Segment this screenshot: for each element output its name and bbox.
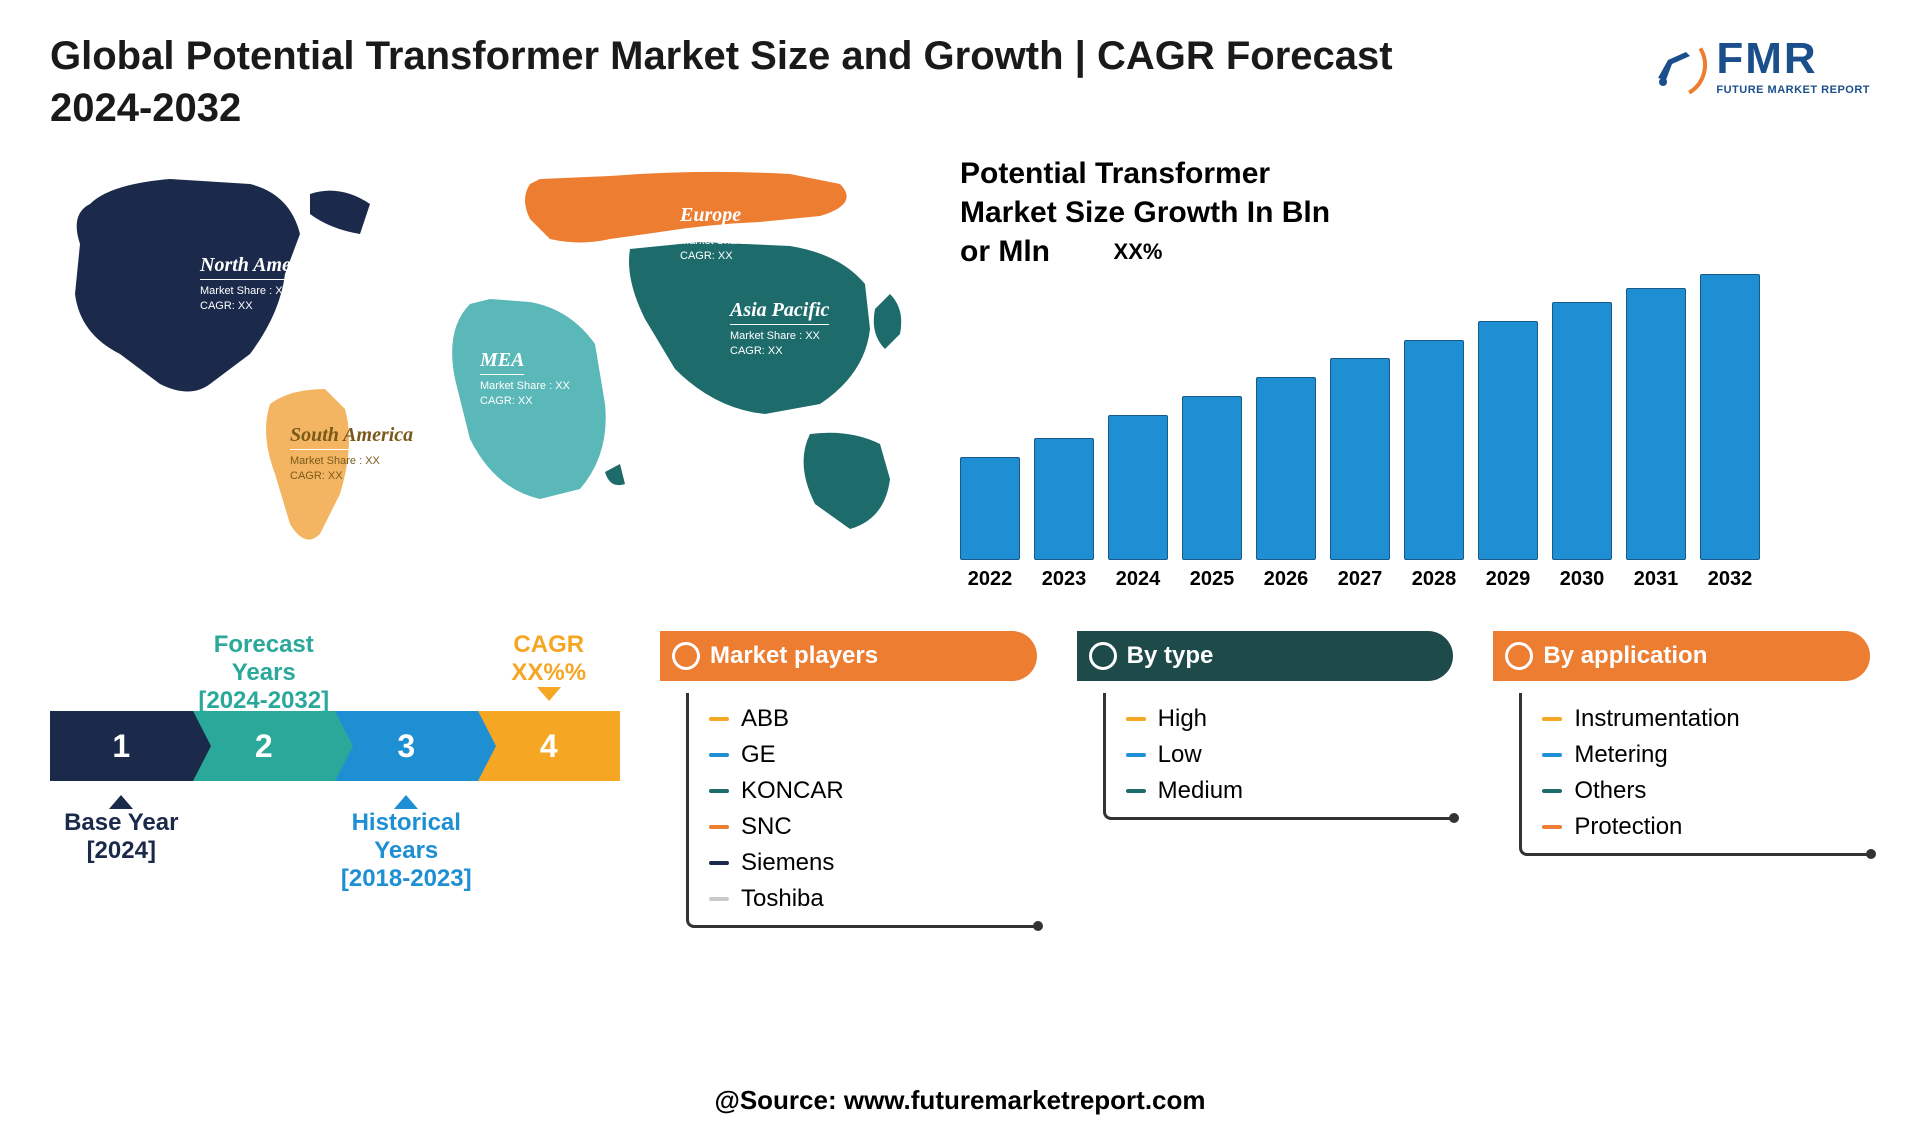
timeline-seg-4: 4 bbox=[478, 711, 621, 781]
info-item: Siemens bbox=[709, 845, 1037, 881]
region-north-america: North AmericaMarket Share : XXCAGR: XX bbox=[200, 254, 323, 315]
bar-2027: 2027 bbox=[1330, 358, 1390, 591]
timeline-seg-2: 2 bbox=[193, 711, 336, 781]
info-item: Toshiba bbox=[709, 881, 1037, 917]
info-item: Instrumentation bbox=[1542, 701, 1870, 737]
region-asia-pacific: Asia PacificMarket Share : XXCAGR: XX bbox=[730, 299, 829, 360]
page-title: Global Potential Transformer Market Size… bbox=[50, 30, 1450, 134]
info-item: Protection bbox=[1542, 809, 1870, 845]
timeline: Forecast Years[2024-2032]CAGRXX%% 1234 B… bbox=[50, 631, 620, 881]
info-item: Medium bbox=[1126, 773, 1454, 809]
bar-2025: 2025 bbox=[1182, 396, 1242, 591]
bar-2031: 2031 bbox=[1626, 288, 1686, 591]
fmr-logo: FMR FUTURE MARKET REPORT bbox=[1638, 30, 1870, 100]
bar-2028: 2028 bbox=[1404, 340, 1464, 591]
bar-2024: XX%2024 bbox=[1108, 415, 1168, 591]
bar-2023: 2023 bbox=[1034, 438, 1094, 591]
timeline-seg-1: 1 bbox=[50, 711, 193, 781]
pill-header: Market players bbox=[660, 631, 1037, 681]
info-col-by-application: By application InstrumentationMeteringOth… bbox=[1493, 631, 1870, 928]
bars-container: 20222023XX%20242025202620272028202920302… bbox=[960, 291, 1870, 591]
info-item: Metering bbox=[1542, 737, 1870, 773]
info-item: Low bbox=[1126, 737, 1454, 773]
info-item: GE bbox=[709, 737, 1037, 773]
region-europe: EuropeMarket Share : XXCAGR: XX bbox=[680, 204, 770, 265]
source-line: @Source: www.futuremarketreport.com bbox=[0, 1085, 1920, 1116]
logo-text: FMR bbox=[1716, 34, 1870, 84]
timeline-label-3: Historical Years[2018-2023] bbox=[335, 791, 478, 893]
region-mea: MEAMarket Share : XXCAGR: XX bbox=[480, 349, 570, 410]
header: Global Potential Transformer Market Size… bbox=[50, 30, 1870, 134]
info-item: High bbox=[1126, 701, 1454, 737]
region-south-america: South AmericaMarket Share : XXCAGR: XX bbox=[290, 424, 413, 485]
top-row: North AmericaMarket Share : XXCAGR: XX So… bbox=[50, 154, 1870, 591]
world-map: North AmericaMarket Share : XXCAGR: XX So… bbox=[50, 154, 930, 554]
telescope-icon bbox=[1638, 30, 1708, 100]
bottom-row: Forecast Years[2024-2032]CAGRXX%% 1234 B… bbox=[50, 631, 1870, 928]
timeline-label-4: CAGRXX%% bbox=[478, 631, 621, 705]
bar-2030: 2030 bbox=[1552, 302, 1612, 591]
info-item: KONCAR bbox=[709, 773, 1037, 809]
bar-2032: XX%2032 bbox=[1700, 274, 1760, 591]
bar-2029: 2029 bbox=[1478, 321, 1538, 591]
info-item: ABB bbox=[709, 701, 1037, 737]
timeline-seg-3: 3 bbox=[335, 711, 478, 781]
bar-chart: Potential Transformer Market Size Growth… bbox=[960, 154, 1870, 591]
timeline-label-1: Base Year[2024] bbox=[50, 791, 193, 865]
bar-2022: 2022 bbox=[960, 457, 1020, 591]
info-item: Others bbox=[1542, 773, 1870, 809]
pill-header: By application bbox=[1493, 631, 1870, 681]
info-item: SNC bbox=[709, 809, 1037, 845]
pill-header: By type bbox=[1077, 631, 1454, 681]
info-col-by-type: By type HighLowMedium bbox=[1077, 631, 1454, 928]
bar-2026: 2026 bbox=[1256, 377, 1316, 591]
logo-subtext: FUTURE MARKET REPORT bbox=[1716, 84, 1870, 96]
info-col-market-players: Market players ABBGEKONCARSNCSiemensToshi… bbox=[660, 631, 1037, 928]
